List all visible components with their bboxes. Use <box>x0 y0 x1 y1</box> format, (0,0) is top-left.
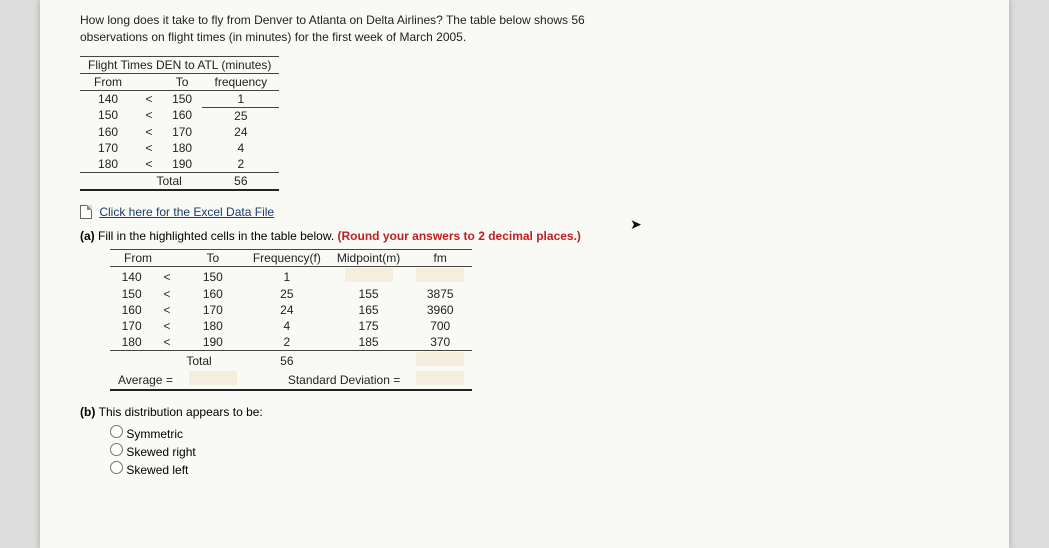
fm-input-0[interactable] <box>416 268 464 282</box>
intro-text: How long does it take to fly from Denver… <box>80 12 969 46</box>
col2-from: From <box>110 250 181 267</box>
mouse-cursor-icon: ➤ <box>630 216 642 233</box>
question-sheet: How long does it take to fly from Denver… <box>40 0 1009 548</box>
col2-fm: fm <box>408 250 472 267</box>
fm-total-input[interactable] <box>416 352 464 366</box>
col2-mid: Midpoint(m) <box>329 250 408 267</box>
excel-link-row: Click here for the Excel Data File <box>80 205 969 220</box>
midpoint-input-0[interactable] <box>345 268 393 282</box>
computation-table: From To Frequency(f) Midpoint(m) fm 140<… <box>110 249 472 391</box>
col-from: From <box>80 73 136 90</box>
sd-label: Standard Deviation = <box>245 370 408 390</box>
excel-data-link[interactable]: Click here for the Excel Data File <box>99 205 274 219</box>
flight-times-table: Flight Times DEN to ATL (minutes) From T… <box>80 56 279 191</box>
col-freq: frequency <box>202 73 279 90</box>
sd-input[interactable] <box>416 371 464 385</box>
average-input[interactable] <box>189 371 237 385</box>
col2-to: To <box>181 250 245 267</box>
option-skewed-left[interactable]: Skewed left <box>110 461 969 479</box>
option-symmetric[interactable]: Symmetric <box>110 425 969 443</box>
file-icon <box>80 205 92 219</box>
part-b-prompt: (b) This distribution appears to be: <box>80 405 969 419</box>
average-label: Average = <box>110 370 181 390</box>
col2-freq: Frequency(f) <box>245 250 329 267</box>
part-a-prompt: (a) Fill in the highlighted cells in the… <box>80 229 969 243</box>
distribution-options: Symmetric Skewed right Skewed left <box>110 425 969 479</box>
col-to: To <box>162 73 202 90</box>
option-skewed-right[interactable]: Skewed right <box>110 443 969 461</box>
table1-title: Flight Times DEN to ATL (minutes) <box>80 56 279 73</box>
